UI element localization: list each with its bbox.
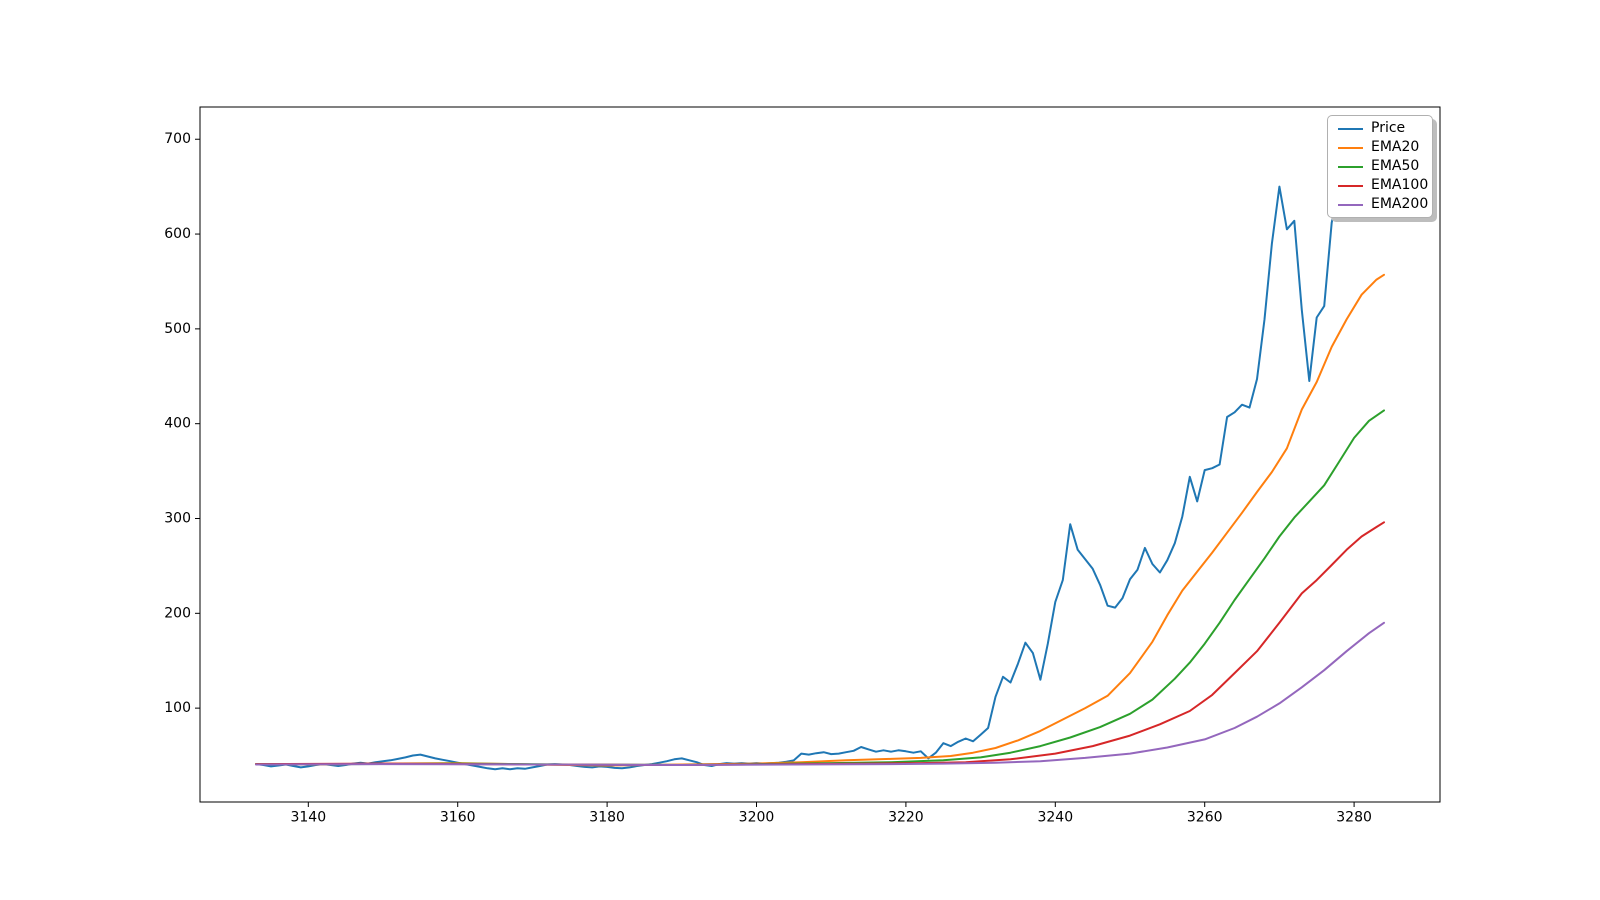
legend-label: EMA20 xyxy=(1371,139,1420,155)
series-line-price xyxy=(255,138,1385,771)
y-tick-label: 500 xyxy=(164,321,191,337)
legend-label: EMA200 xyxy=(1371,196,1429,212)
y-tick-label: 700 xyxy=(164,131,191,147)
y-tick-label: 300 xyxy=(164,511,191,527)
x-tick-label: 3200 xyxy=(739,810,775,826)
y-tick-label: 400 xyxy=(164,416,191,432)
legend-label: Price xyxy=(1371,120,1406,136)
series-line-ema200 xyxy=(255,621,1385,766)
legend-line-swatch xyxy=(1338,127,1363,130)
legend-line-swatch xyxy=(1338,146,1363,149)
legend-line-swatch xyxy=(1338,165,1363,168)
y-tick-label: 200 xyxy=(164,605,191,621)
axes-frame xyxy=(199,106,1441,803)
legend-line-swatch xyxy=(1338,184,1363,187)
x-tick-label: 3160 xyxy=(440,810,476,826)
x-tick-label: 3180 xyxy=(589,810,625,826)
x-tick-label: 3240 xyxy=(1037,810,1073,826)
legend: Price EMA20 EMA50 EMA100 EMA200 xyxy=(1327,115,1433,218)
x-tick-label: 3260 xyxy=(1187,810,1223,826)
legend-item-ema100: EMA100 xyxy=(1338,177,1432,194)
legend-label: EMA100 xyxy=(1371,177,1429,193)
legend-item-price: Price xyxy=(1338,120,1432,137)
y-tick-label: 100 xyxy=(164,700,191,716)
legend-line-swatch xyxy=(1338,203,1363,206)
legend-label: EMA50 xyxy=(1371,158,1420,174)
legend-item-ema20: EMA20 xyxy=(1338,139,1432,156)
x-tick-label: 3220 xyxy=(888,810,924,826)
y-tick-label: 600 xyxy=(164,226,191,242)
legend-item-ema50: EMA50 xyxy=(1338,158,1432,175)
legend-item-ema200: EMA200 xyxy=(1338,196,1432,213)
x-tick-label: 3280 xyxy=(1336,810,1372,826)
x-tick-label: 3140 xyxy=(290,810,326,826)
